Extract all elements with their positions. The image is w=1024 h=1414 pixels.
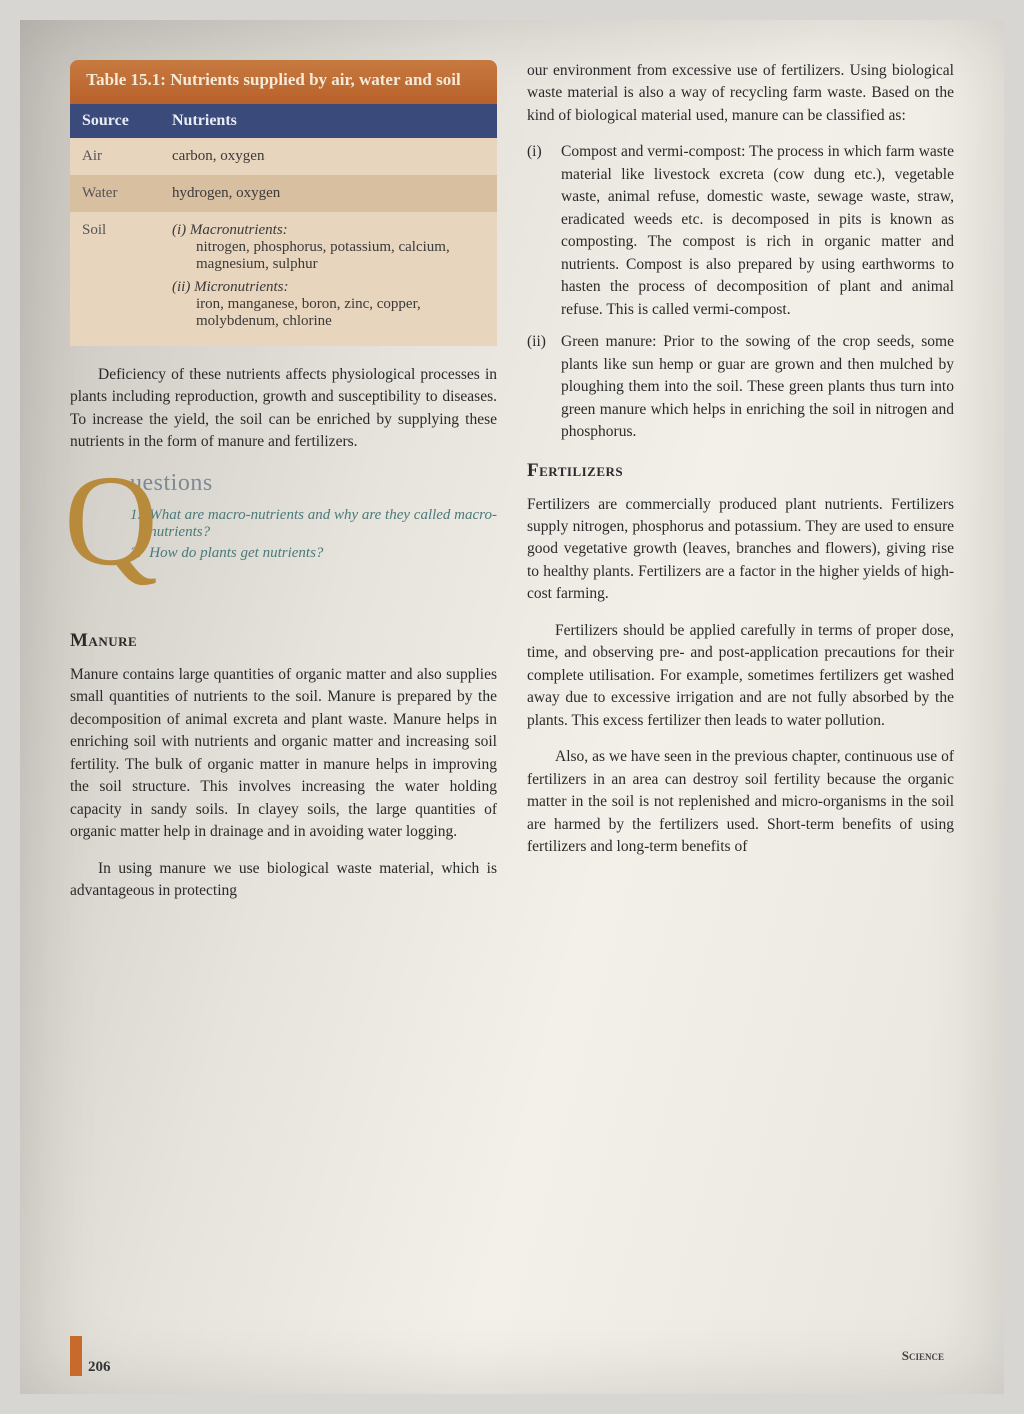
question-text: What are macro-nutrients and why are the… [149,507,497,541]
compost-text: Compost and vermi-compost: The process i… [561,141,954,321]
fertilizers-heading: Fertilizers [527,460,954,482]
manure-paragraph-1: Manure contains large quantities of orga… [70,664,497,844]
question-text: How do plants get nutrients? [149,545,323,562]
deficiency-paragraph: Deficiency of these nutrients affects ph… [70,364,497,454]
nutrients-table: Source Nutrients Air carbon, oxygen Wate… [70,104,497,346]
page-accent-bar [70,1336,82,1376]
micro-items: iron, manganese, boron, zinc, copper, mo… [172,296,485,330]
macronutrients-item: (i) Macronutrients: nitrogen, phosphorus… [172,222,485,273]
table-title: Table 15.1: Nutrients supplied by air, w… [70,60,497,104]
cell-source-water: Water [70,175,160,212]
manure-classification-list: (i) Compost and vermi-compost: The proce… [527,141,954,443]
left-column: Table 15.1: Nutrients supplied by air, w… [70,60,497,917]
page: Table 15.1: Nutrients supplied by air, w… [20,20,1004,1394]
question-1: 1. What are macro-nutrients and why are … [130,507,497,541]
soil-nutrients-list: (i) Macronutrients: nitrogen, phosphorus… [172,222,485,330]
macro-items: nitrogen, phosphorus, potassium, calcium… [172,239,485,273]
questions-list: 1. What are macro-nutrients and why are … [130,507,497,562]
two-column-layout: Table 15.1: Nutrients supplied by air, w… [70,60,954,917]
cell-source-soil: Soil [70,212,160,346]
right-column: our environment from excessive use of fe… [527,60,954,917]
question-2: 2. How do plants get nutrients? [130,545,497,562]
micro-label: (ii) Micronutrients: [172,279,289,295]
cell-nutrients-air: carbon, oxygen [160,138,497,175]
table-row: Soil (i) Macronutrients: nitrogen, phosp… [70,212,497,346]
manure-heading: Manure [70,630,497,652]
header-source: Source [70,104,160,138]
footer-subject-label: Science [902,1348,944,1364]
table-row: Air carbon, oxygen [70,138,497,175]
header-nutrients: Nutrients [160,104,497,138]
table-header-row: Source Nutrients [70,104,497,138]
list-marker: (i) [527,141,555,321]
green-manure-text: Green manure: Prior to the sowing of the… [561,331,954,443]
nutrients-table-wrap: Table 15.1: Nutrients supplied by air, w… [70,60,497,346]
manure-paragraph-2: In using manure we use biological waste … [70,858,497,903]
table-row: Water hydrogen, oxygen [70,175,497,212]
fertilizers-paragraph-1: Fertilizers are commercially produced pl… [527,494,954,606]
green-manure-item: (ii) Green manure: Prior to the sowing o… [527,331,954,443]
questions-block: Q uestions 1. What are macro-nutrients a… [70,470,497,610]
cell-nutrients-water: hydrogen, oxygen [160,175,497,212]
drop-cap-q: Q [64,456,158,586]
page-number-wrap: 206 [70,1336,111,1376]
environment-intro: our environment from excessive use of fe… [527,60,954,127]
list-marker: (ii) [527,331,555,443]
page-number: 206 [88,1359,111,1376]
questions-heading: uestions [130,470,497,497]
cell-source-air: Air [70,138,160,175]
cell-nutrients-soil: (i) Macronutrients: nitrogen, phosphorus… [160,212,497,346]
fertilizers-paragraph-2: Fertilizers should be applied carefully … [527,620,954,732]
macro-label: (i) Macronutrients: [172,222,288,238]
micronutrients-item: (ii) Micronutrients: iron, manganese, bo… [172,279,485,330]
fertilizers-paragraph-3: Also, as we have seen in the previous ch… [527,746,954,858]
compost-item: (i) Compost and vermi-compost: The proce… [527,141,954,321]
